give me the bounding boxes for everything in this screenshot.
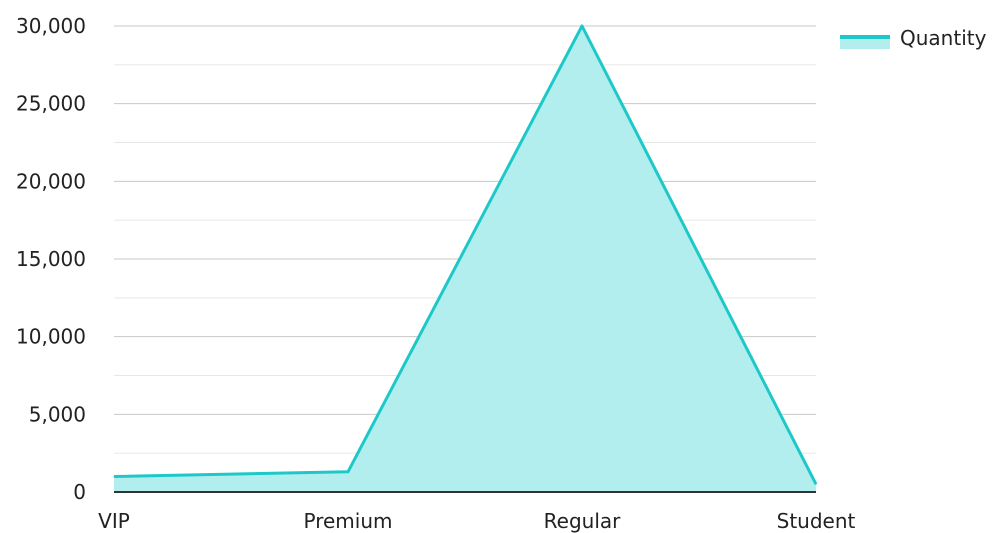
y-tick-label: 0 [73, 480, 86, 504]
data-point [113, 475, 115, 477]
x-tick-label: Premium [304, 509, 393, 533]
x-tick-label: Student [777, 509, 856, 533]
y-tick-label: 20,000 [16, 169, 86, 193]
data-point [347, 471, 349, 473]
x-tick-label: VIP [98, 509, 130, 533]
y-tick-label: 30,000 [16, 14, 86, 38]
y-tick-label: 5,000 [29, 402, 86, 426]
x-tick-label: Regular [544, 509, 621, 533]
legend[interactable]: Quantity [840, 26, 987, 50]
legend-swatch-fill [840, 36, 890, 49]
y-axis: 0 5,000 10,000 15,000 20,000 25,000 30,000 [16, 14, 86, 504]
y-tick-label: 15,000 [16, 247, 86, 271]
legend-label-quantity: Quantity [900, 26, 987, 50]
series-group [113, 24, 818, 492]
y-tick-label: 25,000 [16, 92, 86, 116]
x-axis: VIP Premium Regular Student [98, 491, 856, 533]
series-line-0 [113, 24, 818, 485]
data-point [815, 483, 817, 485]
data-point [581, 25, 583, 27]
y-tick-label: 10,000 [16, 325, 86, 349]
